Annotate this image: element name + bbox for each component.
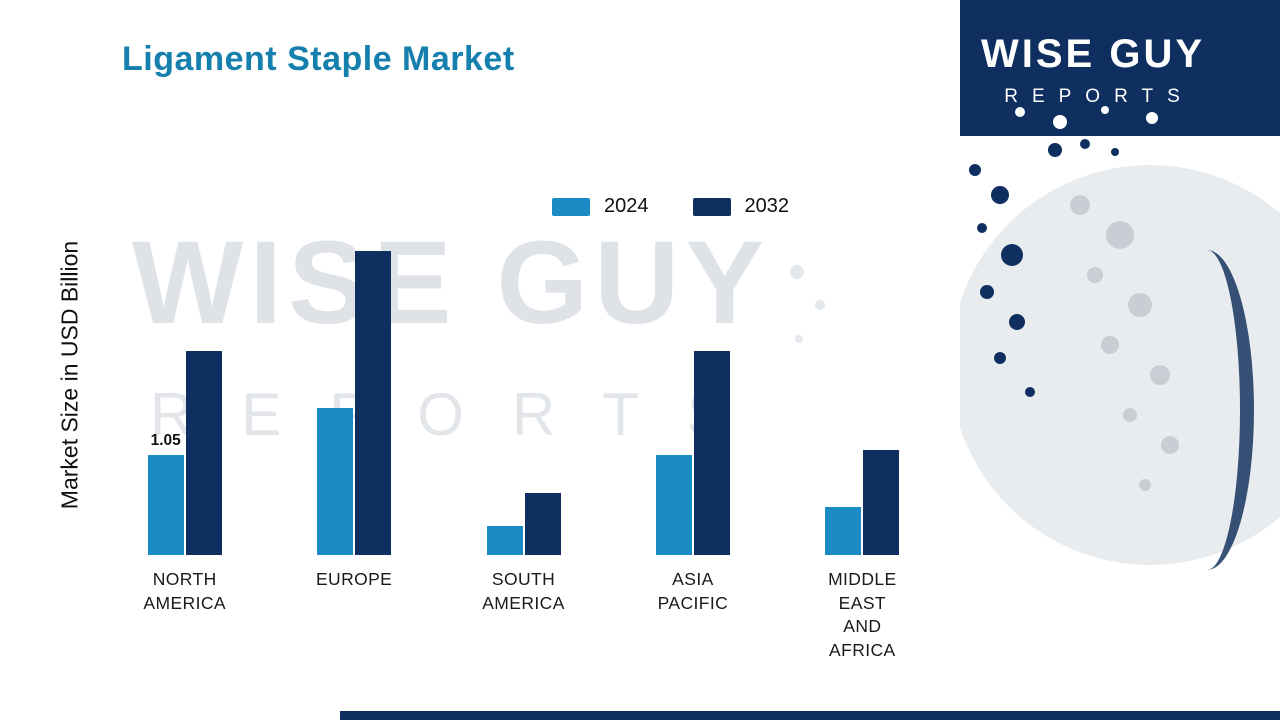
category-label-south-america: SOUTH AMERICA	[482, 569, 565, 613]
logo-text-line1: WISE GUY	[980, 32, 1206, 76]
legend-item-2032: 2032	[692, 195, 790, 218]
page-title: Ligament Staple Market	[122, 40, 515, 78]
bar-pair: 1.05	[147, 250, 222, 555]
decor-dot	[994, 352, 1006, 364]
decor-dot	[1101, 336, 1119, 354]
bar-2032-europe	[355, 251, 392, 555]
face-profile-icon	[1160, 250, 1254, 570]
bar-2024-south-america	[486, 526, 523, 555]
decor-dot	[1150, 365, 1170, 385]
bar-2024-asia-pacific	[655, 455, 692, 555]
category-label-north-america: NORTH AMERICA	[143, 569, 226, 613]
decor-dot	[1106, 221, 1134, 249]
decor-dot	[1009, 314, 1025, 330]
decor-dot	[1087, 267, 1103, 283]
decor-dot	[1048, 143, 1062, 157]
bar-group-north-america: 1.05 NORTH AMERICA	[100, 250, 269, 663]
bar-2032-south-america	[524, 493, 561, 555]
bar-pair	[317, 250, 392, 555]
legend-swatch-2024	[552, 197, 590, 216]
decor-dot	[1111, 148, 1119, 156]
decor-dot	[1146, 112, 1158, 124]
legend-label-2024: 2024	[604, 195, 649, 217]
bar-group-middle-east-and-africa: MIDDLE EAST AND AFRICA	[778, 250, 947, 663]
decor-dot	[1001, 244, 1023, 266]
category-label-middle-east-and-africa: MIDDLE EAST AND AFRICA	[828, 569, 897, 660]
chart-area: 1.05 NORTH AMERICA EUROPE SOUTH AMERICA ASIA PA…	[100, 250, 947, 663]
category-label-asia-pacific: ASIA PACIFIC	[657, 569, 729, 613]
legend-swatch-2032	[692, 197, 731, 216]
bar-pair	[825, 250, 900, 555]
decor-dot	[1128, 293, 1152, 317]
bar-2032-north-america	[185, 351, 222, 555]
watermark-dot	[790, 265, 804, 279]
decor-dot	[1053, 115, 1067, 129]
watermark-dot	[815, 300, 825, 310]
decor-dot	[1070, 195, 1090, 215]
decor-dot	[1161, 436, 1179, 454]
decor-dot	[969, 164, 981, 176]
watermark-line2: REPORTS	[150, 381, 775, 448]
y-axis-label: Market Size in USD Billion	[56, 240, 83, 510]
bar-group-europe: EUROPE	[269, 250, 438, 663]
decor-dot	[1101, 106, 1109, 114]
decor-dot	[1025, 387, 1035, 397]
bar-pair	[486, 250, 561, 555]
logo-banner	[960, 0, 1280, 136]
decor-dot	[1139, 479, 1151, 491]
decor-dot	[977, 223, 987, 233]
logo-panel: WISE GUY REPORTS	[960, 0, 1280, 600]
bar-2024-europe	[317, 408, 354, 555]
decor-dot	[991, 186, 1009, 204]
bar-pair	[655, 250, 730, 555]
bar-2024-north-america: 1.05	[147, 432, 184, 555]
bar-2032-middle-east-and-africa	[863, 450, 900, 555]
bar-2032-asia-pacific	[693, 351, 730, 555]
decor-dot	[1123, 408, 1137, 422]
logo-text-line2: REPORTS	[1004, 86, 1194, 107]
watermark-line1: WISE GUY	[132, 217, 771, 349]
chart-legend: 2024 2032	[552, 195, 789, 218]
bar-group-asia-pacific: ASIA PACIFIC	[608, 250, 777, 663]
bottom-stripe	[340, 711, 1280, 720]
category-label-europe: EUROPE	[315, 569, 393, 589]
decor-dot	[980, 285, 994, 299]
watermark-dot	[795, 335, 803, 343]
bar-group-south-america: SOUTH AMERICA	[439, 250, 608, 663]
decor-dot	[1080, 139, 1090, 149]
legend-item-2024: 2024	[552, 195, 649, 218]
legend-label-2032: 2032	[744, 195, 790, 217]
bar-2024-middle-east-and-africa	[825, 507, 862, 555]
decor-dot	[1015, 107, 1025, 117]
data-label: 1.05	[150, 432, 181, 449]
